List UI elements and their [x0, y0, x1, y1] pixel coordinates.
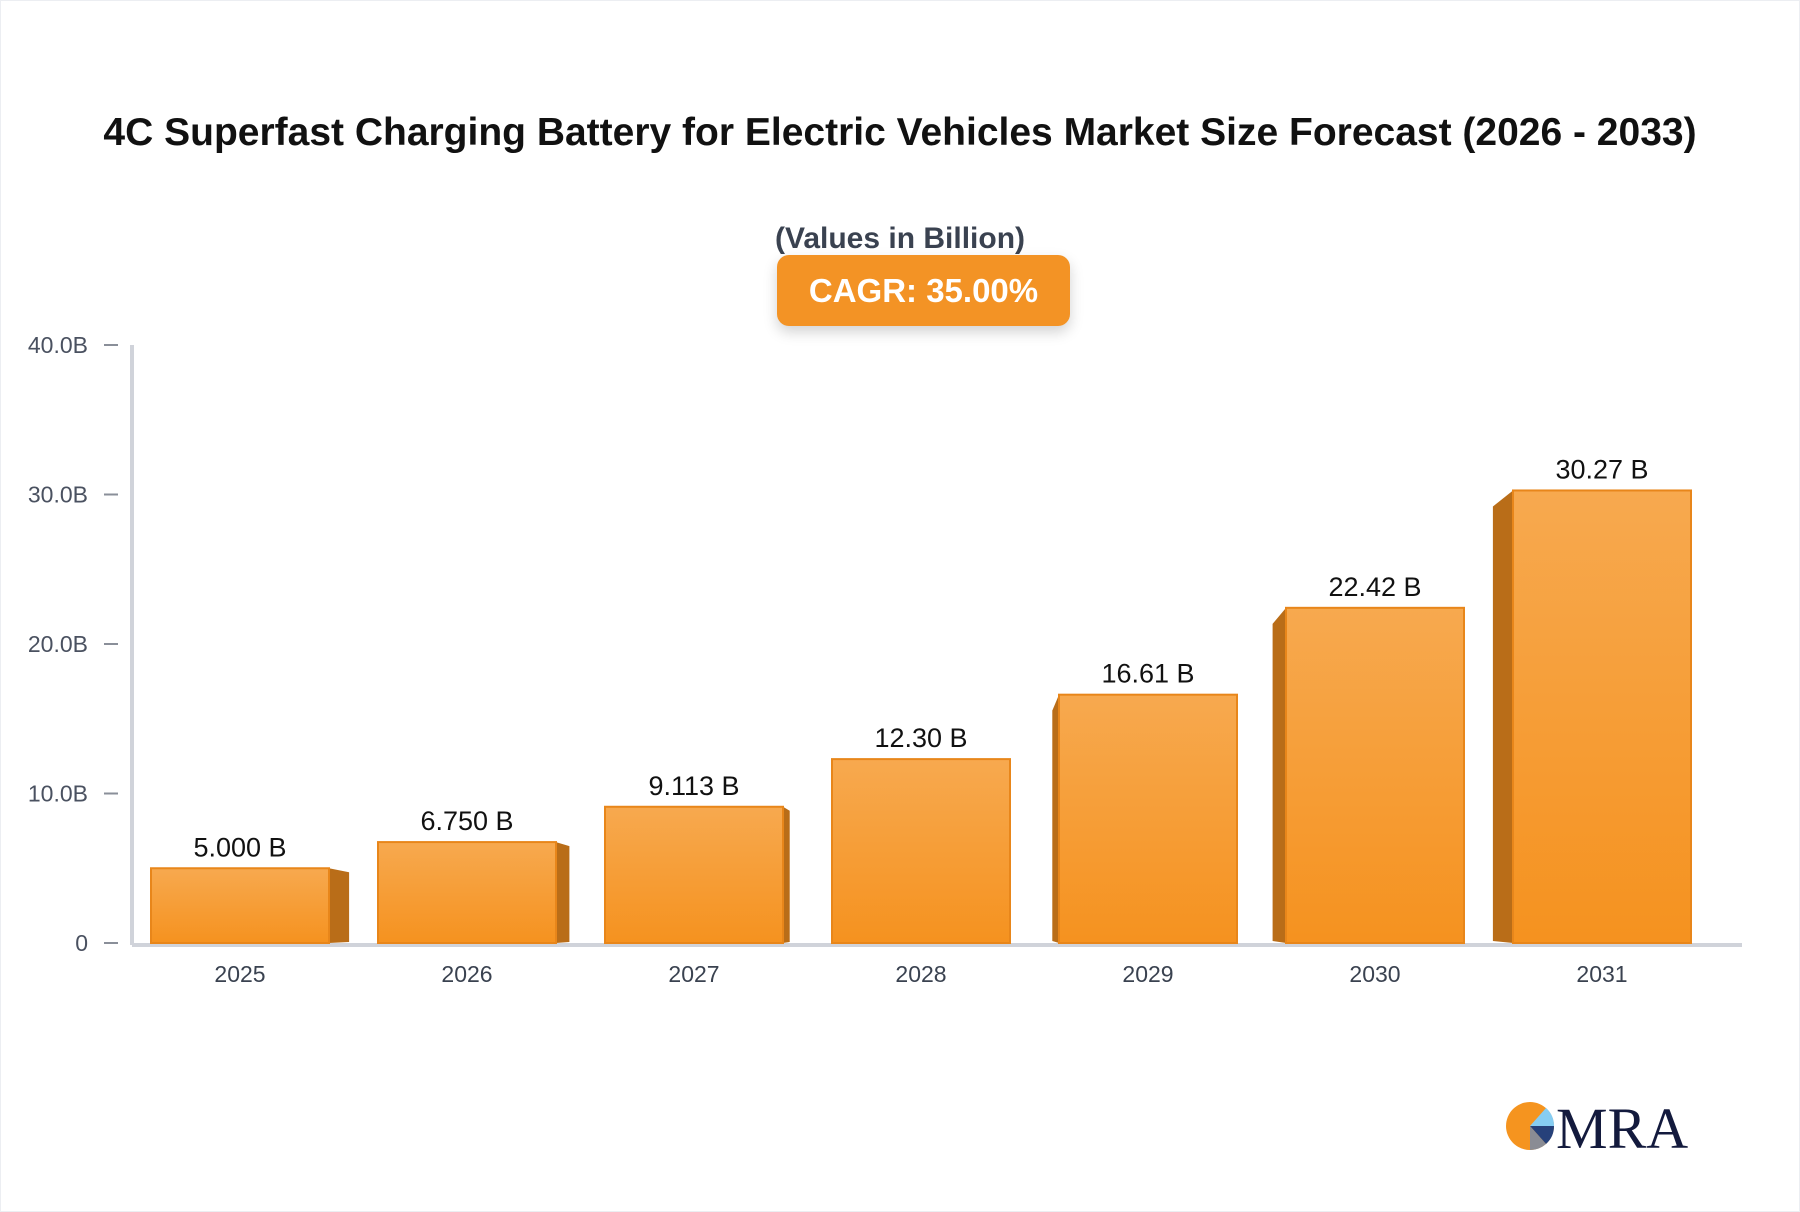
data-label: 16.61 B	[1101, 659, 1194, 689]
x-tick-label: 2030	[1349, 961, 1400, 987]
x-tick-label: 2025	[214, 961, 265, 987]
y-tick-label: 10.0B	[28, 781, 88, 807]
y-tick-label: 0	[75, 930, 88, 956]
bar	[1285, 606, 1465, 944]
bar	[604, 805, 784, 944]
bar-group: 6.750 B 2026	[377, 806, 570, 987]
bar-side	[1052, 694, 1059, 943]
x-tick-label: 2029	[1122, 961, 1173, 987]
bar-side	[329, 868, 350, 943]
bar-group: 16.61 B 2029	[1052, 659, 1238, 987]
bar	[377, 841, 557, 945]
bar	[831, 758, 1011, 944]
data-label: 30.27 B	[1555, 454, 1648, 484]
x-tick-label: 2026	[441, 961, 492, 987]
data-label: 6.750 B	[420, 806, 513, 836]
y-tick-label: 30.0B	[28, 482, 88, 508]
bar-group: 9.113 B 2027	[604, 771, 790, 987]
cagr-badge: CAGR: 35.00%	[777, 255, 1070, 326]
y-tick-label: 40.0B	[28, 332, 88, 358]
x-tick-label: 2031	[1576, 961, 1627, 987]
y-tick-label: 20.0B	[28, 631, 88, 657]
bar-group: 22.42 B 2030	[1272, 572, 1465, 987]
bar	[1512, 489, 1692, 944]
bar	[150, 867, 330, 944]
x-tick-label: 2028	[895, 961, 946, 987]
bar-group: 5.000 B 2025	[150, 832, 350, 987]
x-tick-label: 2027	[668, 961, 719, 987]
chart-title: 4C Superfast Charging Battery for Electr…	[103, 111, 1697, 154]
logo-text: MRA	[1556, 1096, 1688, 1156]
bar-side	[783, 806, 790, 943]
bar-group: 12.30 B 2028	[831, 723, 1011, 987]
bar	[1058, 693, 1238, 944]
bar-group: 30.27 B 2031	[1492, 454, 1692, 987]
mra-logo: MRA	[1506, 1096, 1688, 1156]
data-label: 12.30 B	[874, 723, 967, 753]
chart-subtitle: (Values in Billion)	[774, 222, 1026, 255]
bar-side	[1492, 490, 1513, 943]
bar-side	[1272, 607, 1286, 943]
data-label: 22.42 B	[1328, 572, 1421, 602]
data-label: 9.113 B	[648, 771, 739, 801]
bar-side	[556, 842, 570, 943]
data-label: 5.000 B	[193, 832, 286, 862]
